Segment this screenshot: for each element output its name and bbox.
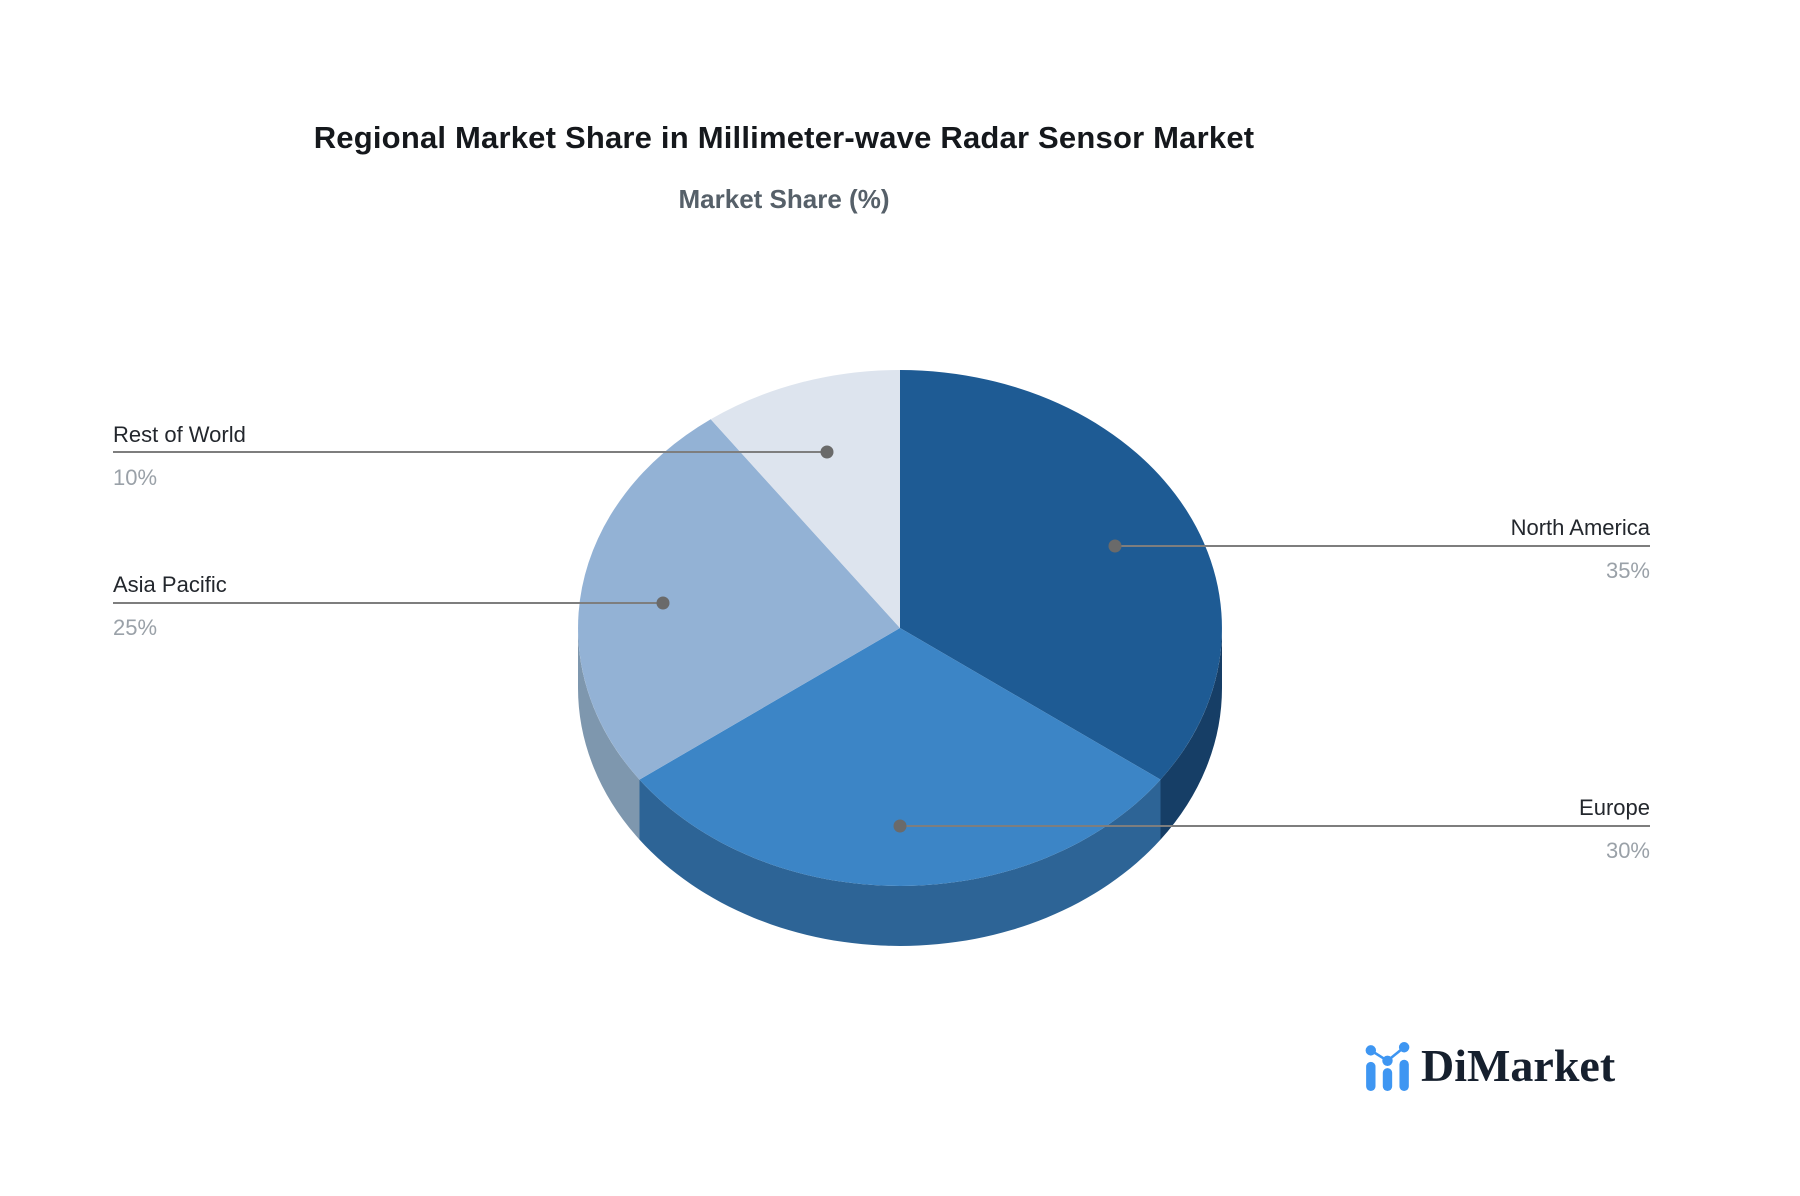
logo-bar-chart-icon (1365, 1042, 1410, 1091)
callout-asia-pacific: Asia Pacific 25% (113, 569, 533, 644)
leader-dot (893, 819, 907, 833)
pie-slice-asia-pacific[interactable] (578, 419, 900, 780)
pie-slice-europe[interactable] (639, 628, 1161, 886)
slice-value: 10% (113, 465, 158, 490)
leader-dot (656, 596, 670, 610)
chart-subtitle: Market Share (%) (678, 184, 890, 214)
chart-title: Regional Market Share in Millimeter-wave… (313, 120, 1255, 155)
brand-logo: DiMarket (1365, 1038, 1615, 1094)
pie-slice-rest-of-world[interactable] (710, 370, 900, 628)
pie-slice-north-america[interactable] (900, 370, 1222, 780)
pie-side-asia-pacific (578, 628, 640, 840)
logo-text: DiMarket (1421, 1040, 1616, 1091)
callout-rest-of-world: Rest of World 10% (113, 419, 533, 494)
slice-value: 25% (113, 615, 158, 640)
leader-dot (820, 445, 834, 459)
slice-label: Rest of World (113, 422, 246, 447)
slice-label: Asia Pacific (113, 572, 227, 597)
slice-label: North America (1510, 515, 1650, 540)
callout-north-america: North America 35% (1230, 512, 1650, 587)
callout-europe: Europe 30% (1230, 792, 1650, 867)
slice-label: Europe (1579, 795, 1650, 820)
slice-value: 30% (1605, 838, 1650, 863)
pie-side-north-america (1160, 628, 1222, 840)
leader-dot (1108, 539, 1122, 553)
slice-value: 35% (1605, 558, 1650, 583)
pie-side-europe (639, 779, 1161, 946)
